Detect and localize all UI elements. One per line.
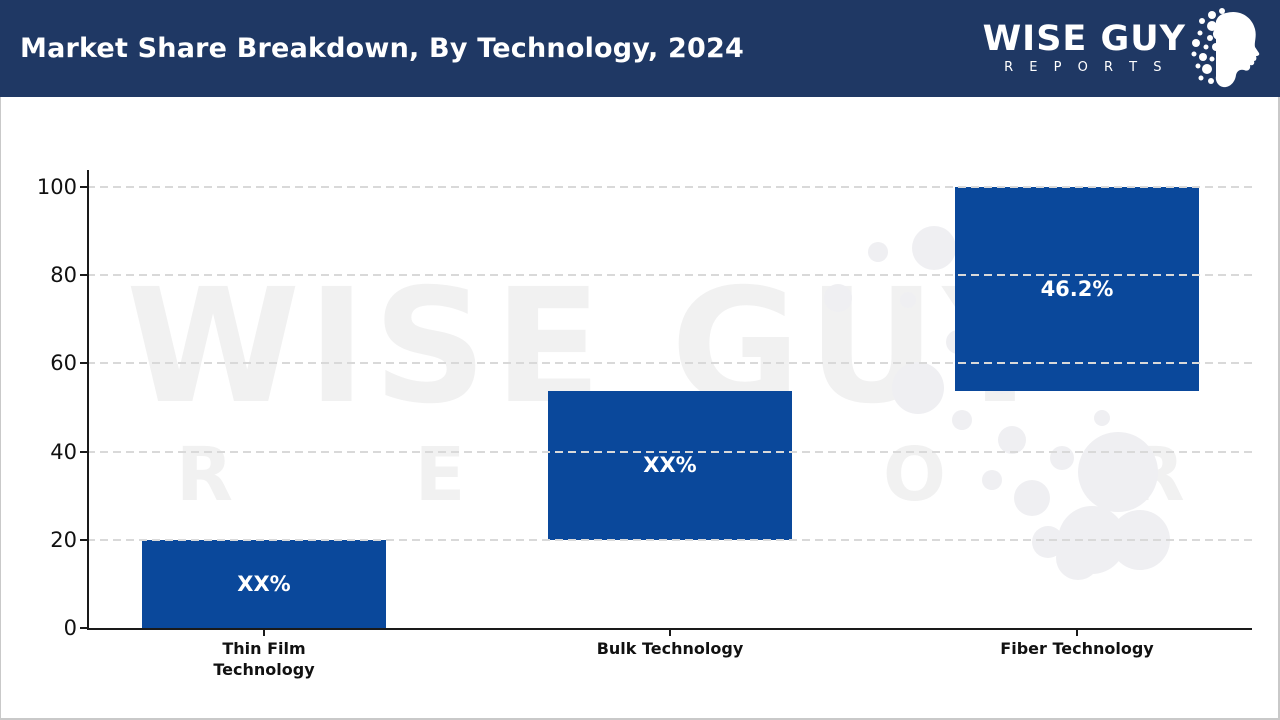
logo-face-icon [1191, 7, 1260, 87]
bar-fiber-technology: 46.2% [955, 187, 1199, 391]
y-axis [87, 170, 89, 630]
right-edge-border [1278, 97, 1280, 720]
y-tick-mark [80, 274, 88, 277]
y-tick-label: 100 [36, 175, 77, 199]
y-tick-label: 40 [50, 439, 77, 464]
header-bar: Market Share Breakdown, By Technology, 2… [0, 0, 1280, 97]
gridline-80 [87, 274, 1252, 277]
x-tick-mark [669, 628, 671, 636]
x-tick-mark [263, 628, 265, 636]
logo-text-reports: R E P O R T S [1004, 60, 1168, 75]
watermark-dot [1094, 410, 1110, 426]
page-title: Market Share Breakdown, By Technology, 2… [20, 33, 745, 64]
y-tick-mark [80, 538, 88, 541]
logo-text-wise-guy: WISE GUY [982, 19, 1186, 59]
watermark-dot [868, 242, 888, 262]
watermark-dot [1078, 432, 1158, 512]
bar-value-label: XX% [643, 453, 697, 478]
bar-value-label: XX% [237, 571, 291, 596]
y-tick-label: 0 [63, 616, 77, 640]
bottom-edge-border [0, 718, 1280, 720]
y-tick-label: 60 [50, 351, 77, 376]
y-tick-mark [80, 450, 88, 453]
watermark-dot [1014, 480, 1050, 516]
y-tick-mark [80, 186, 88, 188]
watermark-dot [1050, 446, 1074, 470]
logo-wordmark: WISE GUY R E P O R T S [982, 19, 1186, 76]
watermark-dot [952, 410, 972, 430]
left-edge-border [0, 97, 1, 720]
gridline-20 [87, 538, 1252, 541]
gridline-100 [87, 186, 1252, 188]
watermark-dot [912, 226, 956, 270]
x-tick-label-1: Thin Film Technology [213, 639, 315, 679]
bar-value-label: 46.2% [1040, 276, 1114, 301]
watermark-dot [824, 284, 852, 312]
y-tick-mark [80, 362, 88, 365]
gridline-60 [87, 362, 1252, 365]
y-tick-label: 80 [50, 263, 77, 288]
x-tick-label-2: Bulk Technology [596, 639, 744, 658]
x-tick-label-3: Fiber Technology [1000, 639, 1154, 658]
watermark-dot [892, 362, 944, 414]
watermark-dot [900, 292, 916, 308]
y-tick-mark [80, 627, 88, 629]
bar-thin-film-technology: XX% [142, 539, 386, 628]
gridline-40 [87, 450, 1252, 453]
watermark-dot [998, 426, 1026, 454]
watermark-dot [982, 470, 1002, 490]
wiseguy-logo: WISE GUY R E P O R T S [983, 4, 1260, 94]
bar-bulk-technology: XX% [548, 390, 792, 540]
x-tick-mark [1076, 628, 1078, 636]
y-tick-label: 20 [50, 527, 77, 552]
